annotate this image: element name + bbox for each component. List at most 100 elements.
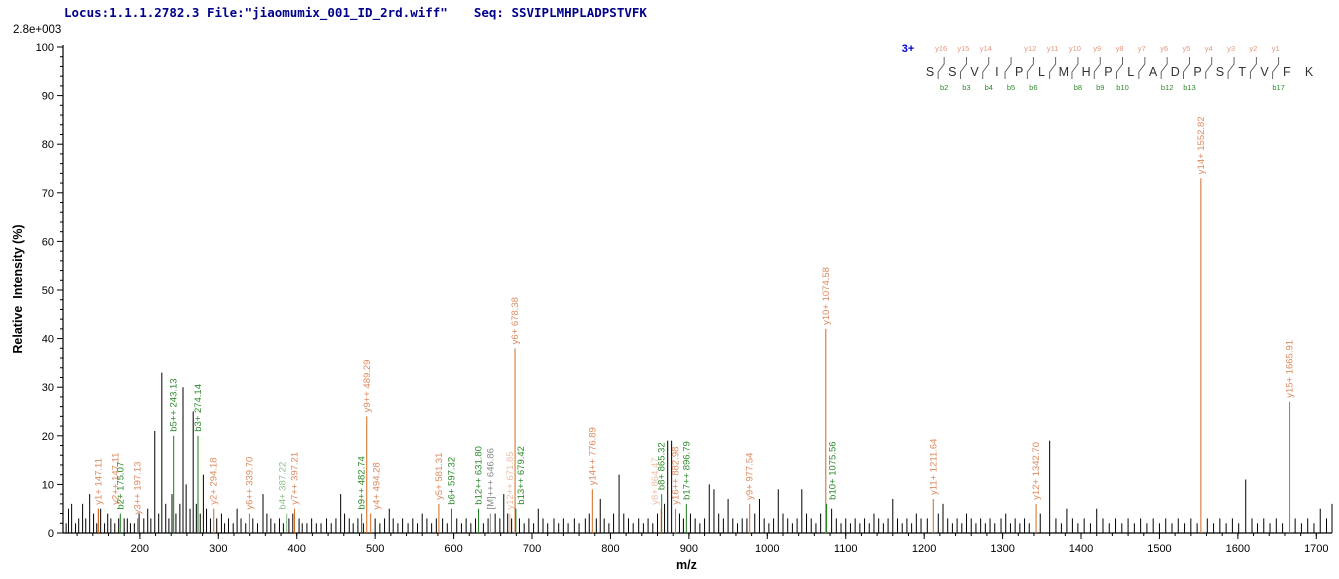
x-tick-label: 1400: [1069, 543, 1093, 555]
x-tick-label: 200: [131, 543, 149, 555]
residue-letter: H: [1082, 65, 1091, 79]
peak-b2+[interactable]: b2+ 175.07: [115, 462, 126, 533]
residue-letter: V: [970, 65, 979, 79]
y-tick-label: 10: [42, 479, 54, 491]
fragment-peak-label: y8+ 864.47: [650, 457, 661, 504]
peak-y2+[interactable]: y2+ 294.18: [209, 457, 220, 533]
fragment-site-mark: [960, 57, 967, 79]
fragment-site-mark: [1160, 57, 1168, 79]
peak-y3++[interactable]: y3++ 197.13: [133, 462, 144, 533]
peak-y10+[interactable]: y10+ 1074.58: [821, 267, 832, 533]
peak-b9++[interactable]: b9++ 482.74: [357, 456, 368, 533]
fragment-peak-label: y14++ 776.89: [587, 427, 598, 485]
b-ion-tag: b12: [1161, 83, 1174, 92]
fragment-peak-label: y10+ 1074.58: [821, 267, 832, 325]
fragment-peak-label: y1+ 147.11: [93, 458, 104, 505]
residue-letter: P: [1104, 65, 1112, 79]
y-ion-tag: y2: [1249, 44, 1257, 53]
residue-letter: P: [1015, 65, 1023, 79]
fragment-peak-label: b3+ 274.14: [193, 384, 204, 432]
b-ion-tag: b8: [1074, 83, 1082, 92]
peak-y7++[interactable]: y7++ 397.21: [290, 452, 301, 533]
b-ion-tag: b9: [1096, 83, 1104, 92]
fragment-site-mark: [1183, 57, 1190, 79]
peak-b8+[interactable]: b8+ 865.32: [657, 442, 668, 533]
residue-letter: S: [926, 65, 934, 79]
fragment-peak-label: b17++ 896.79: [681, 441, 692, 500]
peak-y11+[interactable]: y11+ 1211.64: [928, 439, 939, 533]
peak-b3+[interactable]: b3+ 274.14: [193, 384, 204, 533]
y-ion-tag: y5: [1182, 44, 1190, 53]
peak-b10+[interactable]: b10+ 1075.56: [826, 441, 839, 533]
peak-y5+[interactable]: y5+ 581.31: [434, 453, 445, 533]
y-tick-label: 30: [42, 382, 54, 394]
fragment-peak-label: [M]+++ 646.86: [485, 448, 496, 510]
peak-b4+[interactable]: b4+ 387.22: [278, 462, 289, 533]
b-ion-tag: b5: [1007, 83, 1015, 92]
fragment-site-mark: [1071, 57, 1079, 79]
fragment-peak-label: y4+ 494.28: [372, 462, 383, 509]
locus-text: Locus:1.1.1.2782.3: [64, 5, 200, 20]
residue-letter: S: [948, 65, 956, 79]
peak-y6++[interactable]: y6++ 339.70: [244, 457, 255, 533]
y-ion-tag: y16: [935, 44, 947, 53]
x-tick-label: 1100: [834, 543, 858, 555]
fragment-site-mark: [937, 57, 945, 79]
y-ion-tag: y8: [1116, 44, 1124, 53]
y-ion-tag: y3: [1227, 44, 1235, 53]
y-ion-tag: y11: [1047, 44, 1059, 53]
y-ion-tag: y4: [1205, 44, 1213, 53]
peak-y12+[interactable]: y12+ 1342.70: [1031, 442, 1042, 533]
intensity-scale-label: 2.8e+003: [13, 24, 62, 36]
fragment-peak-label: b5++ 243.13: [169, 378, 180, 431]
peak-y8+[interactable]: y8+ 864.47: [650, 457, 662, 533]
fragment-peak-label: y3++ 197.13: [133, 462, 144, 515]
peak-y2++[interactable]: y2++ 147.11: [97, 453, 121, 533]
peak-b13++[interactable]: b13++ 679.42: [515, 446, 527, 533]
residue-letter: P: [1193, 65, 1201, 79]
residue-letter: M: [1059, 65, 1069, 79]
peak-y15+[interactable]: y15+ 1665.91: [1285, 340, 1296, 533]
fragment-peak-label: y12++ 671.85: [505, 451, 516, 509]
peak-[M]+++[interactable]: [M]+++ 646.86: [485, 448, 496, 533]
fragment-peak-label: b9++ 482.74: [357, 456, 368, 509]
file-text: File:"jiaomumix_001_ID_2rd.wiff": [207, 5, 448, 20]
fragment-peak-label: y5+ 581.31: [434, 453, 445, 500]
fragment-peak-label: y9++ 489.29: [362, 360, 373, 413]
peak-b12++[interactable]: b12++ 631.80: [474, 446, 485, 533]
peak-y14++[interactable]: y14++ 776.89: [587, 427, 598, 533]
peak-y14+[interactable]: y14+ 1552.82: [1196, 116, 1207, 533]
x-tick-label: 900: [680, 543, 698, 555]
peak-y9++[interactable]: y9++ 489.29: [362, 360, 373, 533]
residue-letter: L: [1038, 65, 1045, 79]
residue-letter: F: [1283, 65, 1291, 79]
fragment-peak-label: b8+ 865.32: [657, 442, 668, 490]
fragment-site-mark: [1049, 57, 1057, 79]
fragment-site-mark: [1004, 57, 1012, 79]
precursor-charge-label: 3+: [902, 43, 915, 55]
peak-y12++[interactable]: y12++ 671.85: [505, 451, 516, 533]
residue-letter: K: [1305, 65, 1314, 79]
x-tick-label: 1500: [1147, 543, 1171, 555]
peak-b6+[interactable]: b6+ 597.32: [446, 457, 457, 533]
residue-letter: S: [1216, 65, 1224, 79]
peak-y6+[interactable]: y6+ 678.38: [510, 297, 521, 533]
peak-b5++[interactable]: b5++ 243.13: [169, 378, 180, 533]
y-tick-label: 70: [42, 188, 54, 200]
b-ion-tag: b10: [1116, 83, 1129, 92]
x-tick-label: 800: [601, 543, 619, 555]
peak-b17++[interactable]: b17++ 896.79: [681, 441, 692, 533]
seq-text: Seq: SSVIPLMHPLADPSTVFK: [473, 5, 647, 20]
fragment-site-mark: [1249, 57, 1257, 79]
peak-y16++[interactable]: y16++ 882.98: [671, 447, 682, 533]
peak-y9+[interactable]: y9+ 977.54: [745, 453, 756, 533]
fragment-peak-label: y15+ 1665.91: [1285, 340, 1296, 398]
fragment-peak-label: b10+ 1075.56: [828, 441, 839, 499]
y-tick-label: 40: [42, 334, 54, 346]
fragment-peak-label: y11+ 1211.64: [928, 439, 939, 495]
fragment-site-mark: [1026, 57, 1034, 79]
peak-y4+[interactable]: y4+ 494.28: [370, 462, 383, 533]
fragment-peak-label: y7++ 397.21: [290, 452, 301, 505]
fragment-peak-label: y2+ 294.18: [209, 457, 220, 504]
